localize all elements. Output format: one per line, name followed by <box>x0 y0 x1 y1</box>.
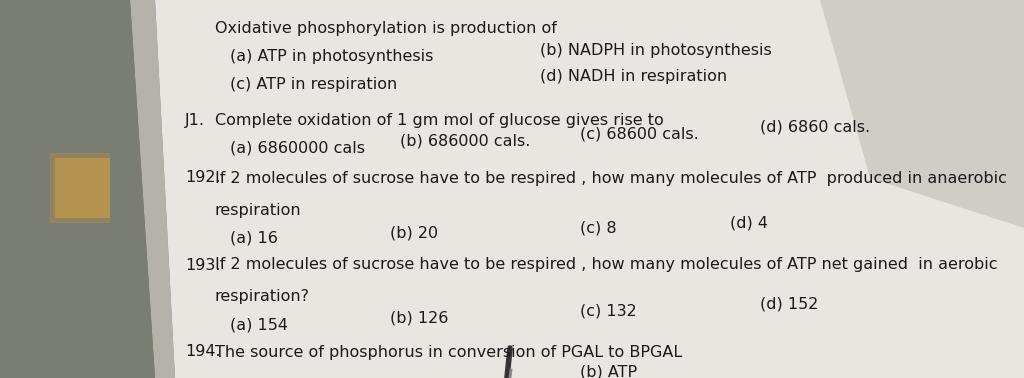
Polygon shape <box>0 0 155 378</box>
Text: The source of phosphorus in conversion of PGAL to BPGAL: The source of phosphorus in conversion o… <box>215 344 682 359</box>
Text: (b) 126: (b) 126 <box>390 310 449 325</box>
Polygon shape <box>155 0 1024 378</box>
Bar <box>55 158 110 218</box>
Text: Complete oxidation of 1 gm mol of glucose gives rise to: Complete oxidation of 1 gm mol of glucos… <box>215 113 664 127</box>
Polygon shape <box>130 0 175 378</box>
Text: 193.: 193. <box>185 257 220 273</box>
Text: (c) 68600 cals.: (c) 68600 cals. <box>580 127 698 141</box>
Text: (d) 152: (d) 152 <box>760 296 818 311</box>
Text: 194.: 194. <box>185 344 220 359</box>
Text: Oxidative phosphorylation is production of: Oxidative phosphorylation is production … <box>215 20 557 36</box>
Text: (c) ATP in respiration: (c) ATP in respiration <box>230 76 397 91</box>
Text: (a) 154: (a) 154 <box>230 318 288 333</box>
Text: If 2 molecules of sucrose have to be respired , how many molecules of ATP  produ: If 2 molecules of sucrose have to be res… <box>215 170 1007 186</box>
Text: respiration?: respiration? <box>215 288 310 304</box>
Text: (d) 4: (d) 4 <box>730 215 768 231</box>
Text: (b) NADPH in photosynthesis: (b) NADPH in photosynthesis <box>540 42 772 57</box>
Text: (d) NADH in respiration: (d) NADH in respiration <box>540 70 727 85</box>
Text: (a) 6860000 cals: (a) 6860000 cals <box>230 141 365 155</box>
Text: (b) ATP: (b) ATP <box>580 364 637 378</box>
Bar <box>50 153 110 223</box>
Text: If 2 molecules of sucrose have to be respired , how many molecules of ATP net ga: If 2 molecules of sucrose have to be res… <box>215 257 997 273</box>
Polygon shape <box>820 0 1024 228</box>
Text: 192.: 192. <box>185 170 220 186</box>
Text: (b) 686000 cals.: (b) 686000 cals. <box>400 133 530 149</box>
Text: (a) 16: (a) 16 <box>230 231 278 245</box>
Text: (d) 6860 cals.: (d) 6860 cals. <box>760 119 870 135</box>
Text: (a) ATP in photosynthesis: (a) ATP in photosynthesis <box>230 50 433 65</box>
Text: (c) 8: (c) 8 <box>580 220 616 235</box>
Text: (b) 20: (b) 20 <box>390 226 438 240</box>
Text: respiration: respiration <box>215 203 302 217</box>
Text: (c) 132: (c) 132 <box>580 304 637 319</box>
Text: J1.: J1. <box>185 113 205 127</box>
